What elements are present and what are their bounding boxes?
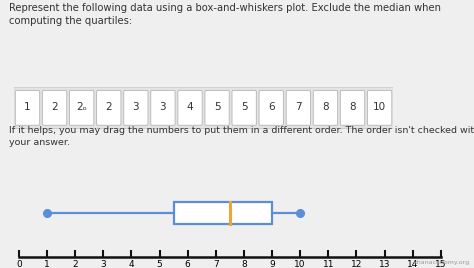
Text: 2ₒ: 2ₒ [76,102,87,112]
FancyBboxPatch shape [124,90,148,125]
FancyBboxPatch shape [178,90,202,125]
FancyBboxPatch shape [205,90,229,125]
Text: 7: 7 [295,102,301,112]
Text: 3: 3 [160,102,166,112]
FancyBboxPatch shape [97,90,121,125]
Text: 8: 8 [322,102,329,112]
Text: 3: 3 [133,102,139,112]
Text: 2: 2 [51,102,58,112]
Text: 10: 10 [373,102,386,112]
FancyBboxPatch shape [340,90,365,125]
FancyBboxPatch shape [42,90,67,125]
Text: 4: 4 [187,102,193,112]
FancyBboxPatch shape [286,90,310,125]
FancyBboxPatch shape [313,90,337,125]
Text: Represent the following data using a box-and-whiskers plot. Exclude the median w: Represent the following data using a box… [9,3,441,26]
Text: 5: 5 [241,102,247,112]
FancyBboxPatch shape [15,90,40,125]
FancyBboxPatch shape [151,90,175,125]
FancyBboxPatch shape [259,90,283,125]
Text: 6: 6 [268,102,274,112]
FancyBboxPatch shape [367,90,392,125]
Text: 8: 8 [349,102,356,112]
Text: 2: 2 [105,102,112,112]
FancyBboxPatch shape [13,87,394,129]
Text: 5: 5 [214,102,220,112]
Text: If it helps, you may drag the numbers to put them in a different order. The orde: If it helps, you may drag the numbers to… [9,126,474,147]
Text: 1: 1 [24,102,31,112]
Text: khanacademy.org: khanacademy.org [413,260,469,265]
FancyBboxPatch shape [232,90,256,125]
FancyBboxPatch shape [70,90,94,125]
Bar [173,202,272,224]
